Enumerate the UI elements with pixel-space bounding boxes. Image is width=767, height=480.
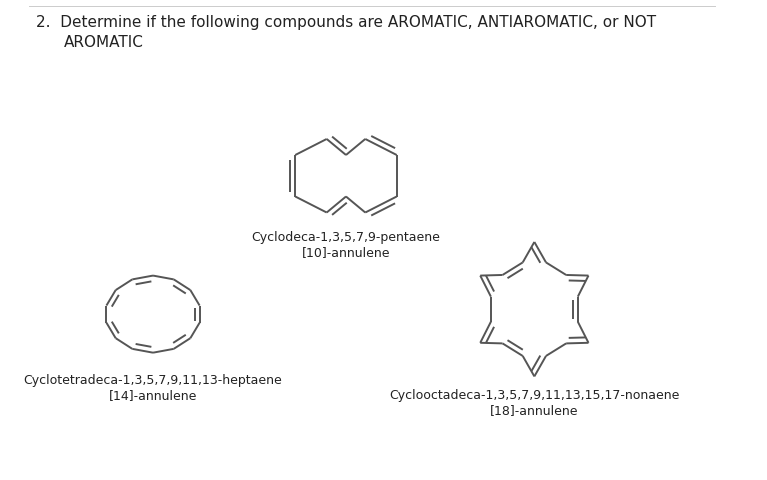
Text: Cyclooctadeca-1,3,5,7,9,11,13,15,17-nonaene
[18]-annulene: Cyclooctadeca-1,3,5,7,9,11,13,15,17-nona… (389, 388, 680, 416)
Text: AROMATIC: AROMATIC (64, 36, 143, 50)
Text: Cyclodeca-1,3,5,7,9-pentaene
[10]-annulene: Cyclodeca-1,3,5,7,9-pentaene [10]-annule… (252, 230, 440, 259)
Text: 2.  Determine if the following compounds are AROMATIC, ANTIAROMATIC, or NOT: 2. Determine if the following compounds … (36, 14, 657, 30)
Text: Cyclotetradeca-1,3,5,7,9,11,13-heptaene
[14]-annulene: Cyclotetradeca-1,3,5,7,9,11,13-heptaene … (24, 373, 282, 402)
